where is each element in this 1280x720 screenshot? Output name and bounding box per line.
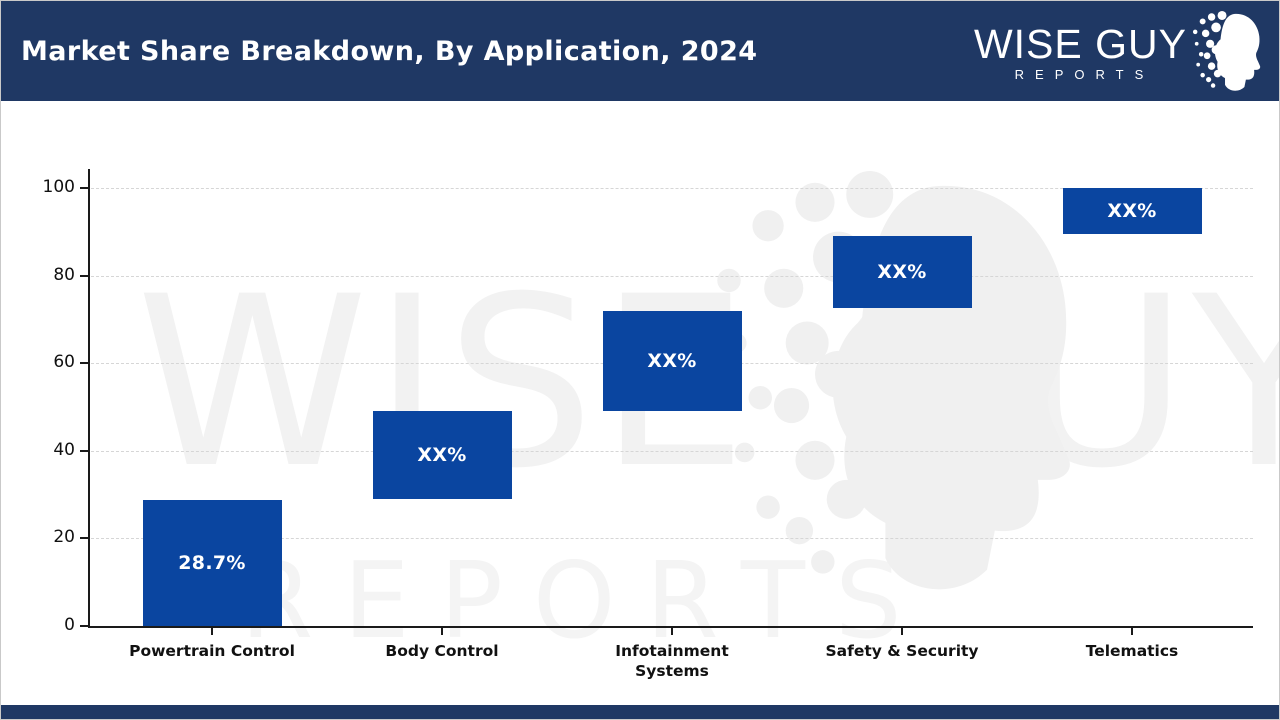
- wiseguy-logo-text: WISE GUY REPORTS: [974, 22, 1187, 82]
- x-axis-label-infotainment-systems: Infotainment Systems: [615, 642, 729, 680]
- y-tick-label: 40: [53, 439, 75, 460]
- bar-telematics: XX%: [1062, 188, 1202, 234]
- y-tick-label: 100: [42, 177, 75, 197]
- gridline: [91, 188, 1253, 189]
- bar-value-label: XX%: [1107, 199, 1157, 222]
- bar-powertrain-control: 28.7%: [142, 500, 282, 626]
- bar-value-label: XX%: [417, 444, 467, 467]
- footer-banner: [1, 705, 1279, 719]
- x-axis-label-safety-security: Safety & Security: [825, 642, 979, 660]
- bar-safety-security: XX%: [832, 236, 972, 309]
- x-axis-label-telematics: Telematics: [1085, 642, 1179, 660]
- wiseguy-face-icon: [1192, 11, 1261, 91]
- bar-body-control: XX%: [372, 411, 512, 499]
- x-tick-mark: [901, 628, 903, 635]
- y-tick-label: 80: [53, 264, 75, 285]
- y-tick-mark: [80, 187, 89, 189]
- x-axis-label-powertrain-control: Powertrain Control: [129, 642, 295, 660]
- bar-value-label: XX%: [877, 261, 927, 284]
- gridline: [91, 275, 1253, 277]
- watermark-reports-text: REPORTS: [240, 540, 932, 662]
- bar-value-label: XX%: [647, 349, 697, 372]
- wiseguy-logo-name: WISE GUY: [973, 21, 1187, 67]
- x-tick-mark: [671, 628, 673, 635]
- wiseguy-logo-subname: REPORTS: [1014, 67, 1155, 82]
- y-tick-label: 60: [53, 352, 75, 373]
- x-axis-line: [88, 626, 1253, 628]
- y-tick-mark: [80, 537, 89, 540]
- x-tick-mark: [211, 628, 213, 635]
- x-tick-mark: [441, 628, 443, 635]
- x-tick-mark: [1131, 628, 1133, 635]
- header-banner: Market Share Breakdown, By Application, …: [1, 1, 1279, 101]
- y-tick-mark: [80, 362, 89, 365]
- y-tick-label: 20: [53, 527, 75, 548]
- bar-value-label: 28.7%: [178, 552, 246, 575]
- y-tick-label: 0: [64, 615, 75, 635]
- chart-title: Market Share Breakdown, By Application, …: [21, 35, 758, 67]
- y-tick-mark: [80, 625, 89, 627]
- x-axis-label-body-control: Body Control: [385, 642, 499, 660]
- y-tick-mark: [80, 449, 89, 452]
- y-tick-mark: [80, 274, 89, 277]
- y-axis-line: [88, 169, 90, 628]
- gridline: [91, 450, 1253, 452]
- wiseguy-logo: WISE GUY REPORTS: [974, 11, 1267, 93]
- gridline: [91, 538, 1253, 540]
- bar-infotainment-systems: XX%: [602, 310, 742, 412]
